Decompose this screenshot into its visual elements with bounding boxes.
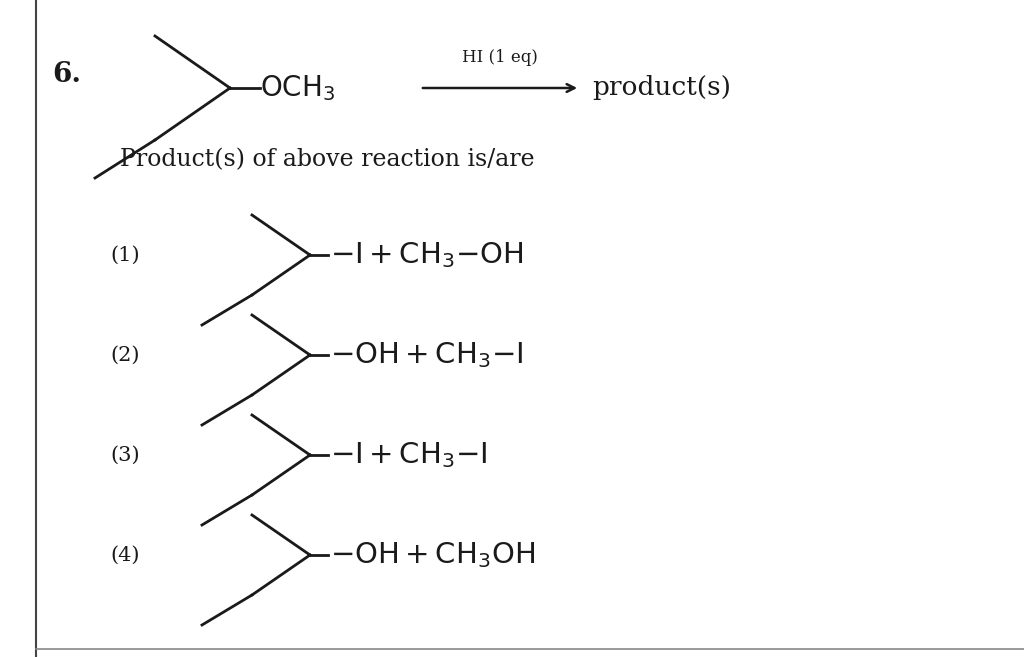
Text: Product(s) of above reaction is/are: Product(s) of above reaction is/are: [120, 148, 535, 171]
Text: product(s): product(s): [592, 76, 731, 101]
Text: $\mathrm{-OH + CH_3OH}$: $\mathrm{-OH + CH_3OH}$: [330, 540, 536, 570]
Text: $\mathrm{-I + CH_3{-}OH}$: $\mathrm{-I + CH_3{-}OH}$: [330, 240, 523, 270]
Text: (4): (4): [110, 545, 139, 564]
Text: (3): (3): [110, 445, 139, 464]
Text: HI (1 eq): HI (1 eq): [462, 49, 538, 66]
Text: 6.: 6.: [52, 62, 81, 89]
Text: $\mathrm{OCH_3}$: $\mathrm{OCH_3}$: [260, 73, 335, 103]
Text: $\mathrm{-OH + CH_3{-}I}$: $\mathrm{-OH + CH_3{-}I}$: [330, 340, 523, 370]
Text: (2): (2): [110, 346, 139, 365]
Text: $\mathrm{-I + CH_3{-}I}$: $\mathrm{-I + CH_3{-}I}$: [330, 440, 487, 470]
Text: (1): (1): [110, 246, 139, 265]
